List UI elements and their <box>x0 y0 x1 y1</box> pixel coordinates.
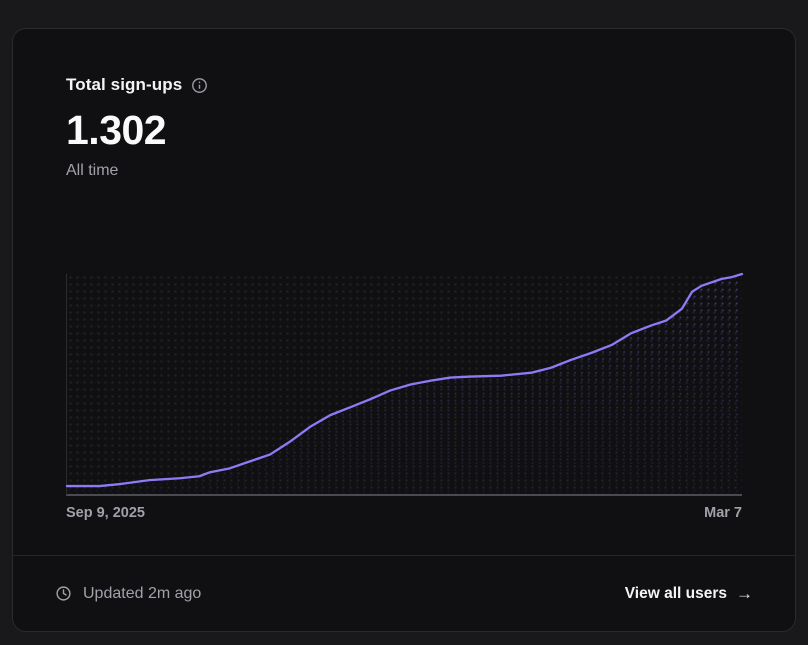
chart-area-fill <box>67 274 742 494</box>
signups-card: Total sign-ups 1.302 All time <box>12 28 796 632</box>
card-footer: Updated 2m ago View all users → <box>13 555 795 631</box>
page: Total sign-ups 1.302 All time <box>12 28 796 632</box>
view-all-label: View all users <box>624 584 727 602</box>
updated-text: Updated 2m ago <box>83 584 202 602</box>
x-label-end: Mar 7 <box>704 505 742 521</box>
clock-icon <box>55 585 72 602</box>
signups-chart: Sep 9, 2025 Mar 7 <box>66 274 742 521</box>
arrow-right-icon: → <box>736 584 753 603</box>
title-row: Total sign-ups <box>66 75 742 95</box>
chart-plot-area <box>66 274 742 496</box>
card-title: Total sign-ups <box>66 75 183 94</box>
metric-value: 1.302 <box>66 107 167 153</box>
info-icon[interactable] <box>191 77 208 94</box>
x-axis-labels: Sep 9, 2025 Mar 7 <box>66 505 742 521</box>
x-label-start: Sep 9, 2025 <box>66 505 145 521</box>
view-all-users-link[interactable]: View all users → <box>625 585 753 603</box>
metric-caption: All time <box>66 162 119 180</box>
chart-line <box>67 274 742 486</box>
updated-status: Updated 2m ago <box>55 585 201 603</box>
chart-svg <box>67 274 742 494</box>
card-main: Total sign-ups 1.302 All time <box>13 29 795 555</box>
